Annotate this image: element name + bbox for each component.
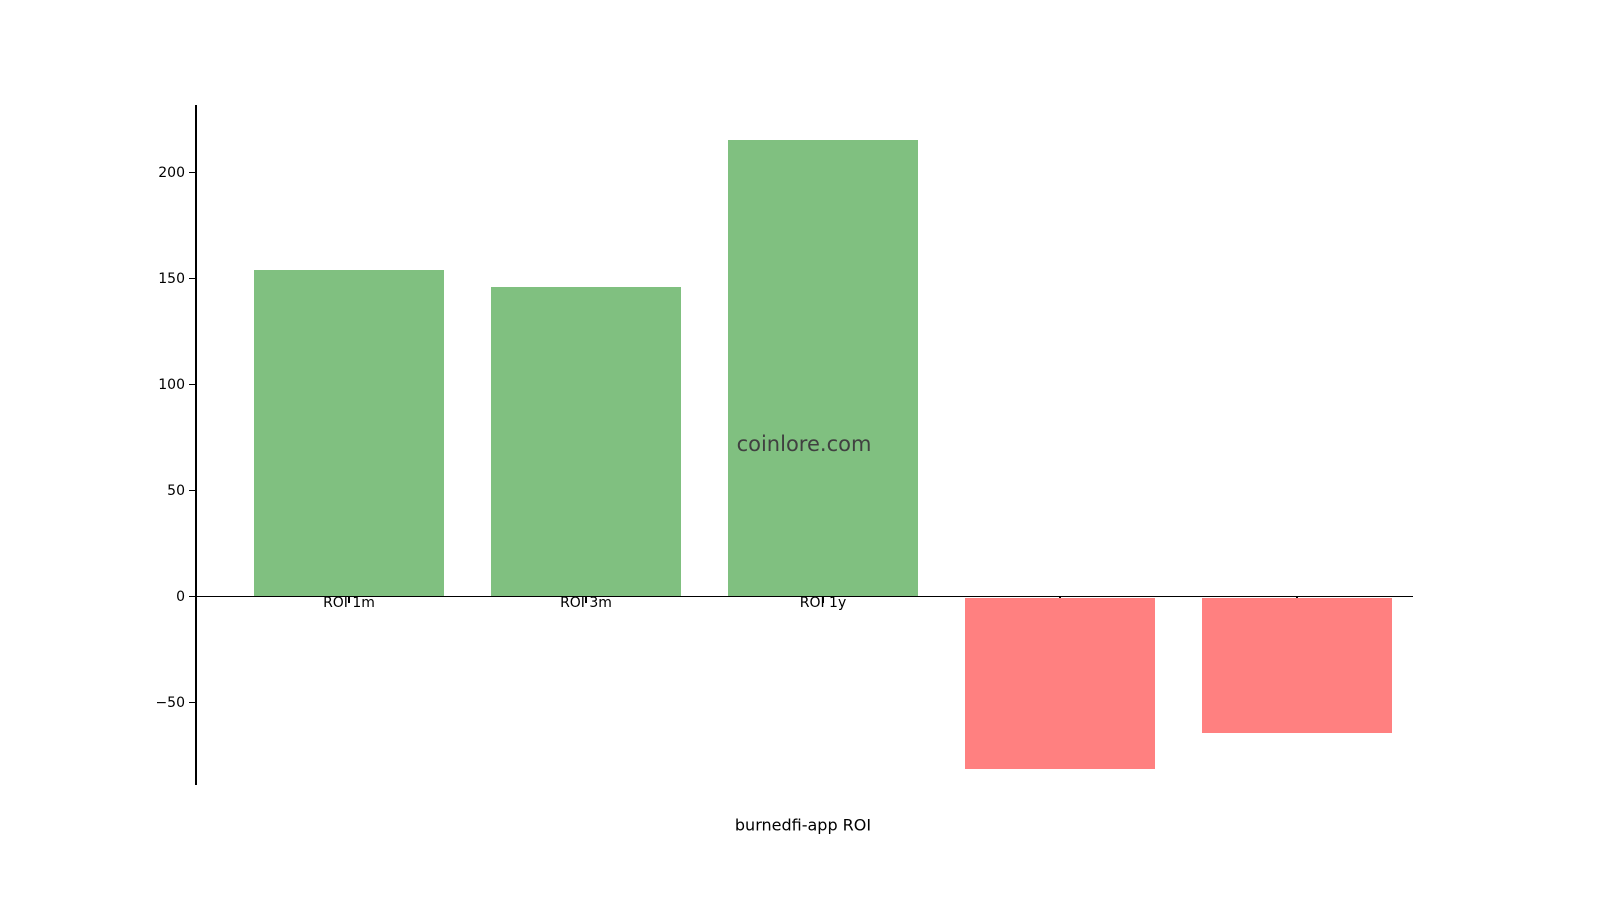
y-tick-label: 150 xyxy=(158,270,185,287)
y-tick-label: 50 xyxy=(167,482,185,499)
y-tick-label: 200 xyxy=(158,164,185,181)
y-tick-mark xyxy=(189,383,195,386)
y-tick-label: −50 xyxy=(155,694,185,711)
x-tick-label: ROI 1m xyxy=(323,595,375,611)
x-tick-mark xyxy=(348,596,350,603)
y-tick-mark xyxy=(189,701,195,704)
x-tick-mark xyxy=(585,596,587,603)
watermark-text: coinlore.com xyxy=(736,432,872,456)
x-tick-label: ROI 3m xyxy=(560,595,612,611)
x-tick-mark xyxy=(822,596,824,603)
bar-negative-4 xyxy=(1202,597,1392,734)
bar-roi-1m xyxy=(254,270,444,597)
y-axis-line xyxy=(195,105,197,785)
y-tick-mark xyxy=(189,171,195,174)
y-tick-label: 0 xyxy=(176,588,185,605)
y-tick-mark xyxy=(189,595,195,598)
y-tick-mark xyxy=(189,277,195,280)
bar-negative-3 xyxy=(965,597,1155,770)
x-tick-label: ROI 1y xyxy=(799,595,847,611)
bar-roi-1y xyxy=(728,139,918,597)
y-tick-label: 100 xyxy=(158,376,185,393)
y-tick-mark xyxy=(189,489,195,492)
chart-title: burnedfi-app ROI xyxy=(734,815,872,835)
bar-roi-3m xyxy=(491,286,681,597)
